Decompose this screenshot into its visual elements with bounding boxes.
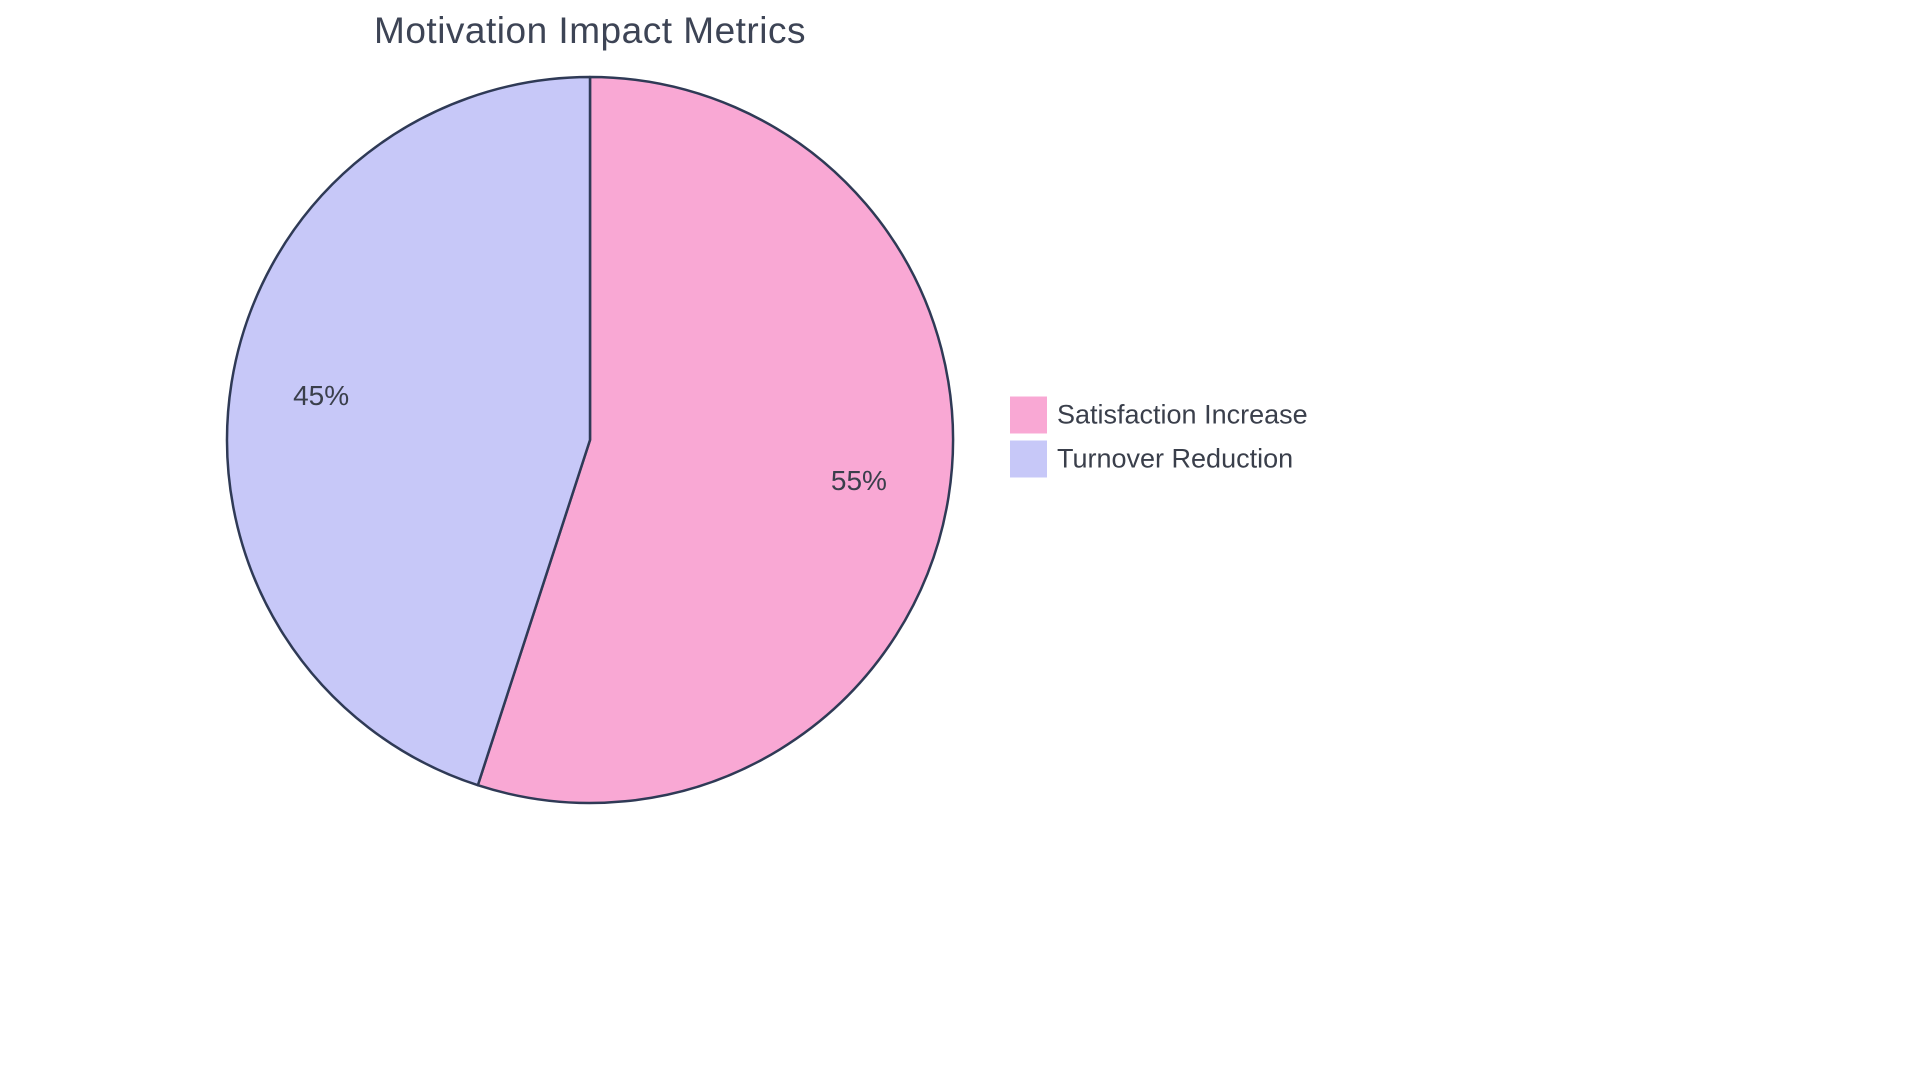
pie-slice-1 <box>225 75 592 787</box>
legend-swatch <box>1010 440 1047 478</box>
legend-swatch <box>1010 396 1047 434</box>
legend-item: Satisfaction Increase <box>1010 396 1308 434</box>
legend-label: Satisfaction Increase <box>1057 399 1308 430</box>
legend-label: Turnover Reduction <box>1057 443 1294 474</box>
pie-slice-0 <box>476 75 955 805</box>
legend-item: Turnover Reduction <box>1010 440 1308 478</box>
chart-title: Motivation Impact Metrics <box>374 10 806 51</box>
pie-slice-value-label: 55% <box>831 465 887 496</box>
legend: Satisfaction Increase Turnover Reduction <box>1010 396 1308 478</box>
pie-slice-value-label: 45% <box>293 380 349 411</box>
